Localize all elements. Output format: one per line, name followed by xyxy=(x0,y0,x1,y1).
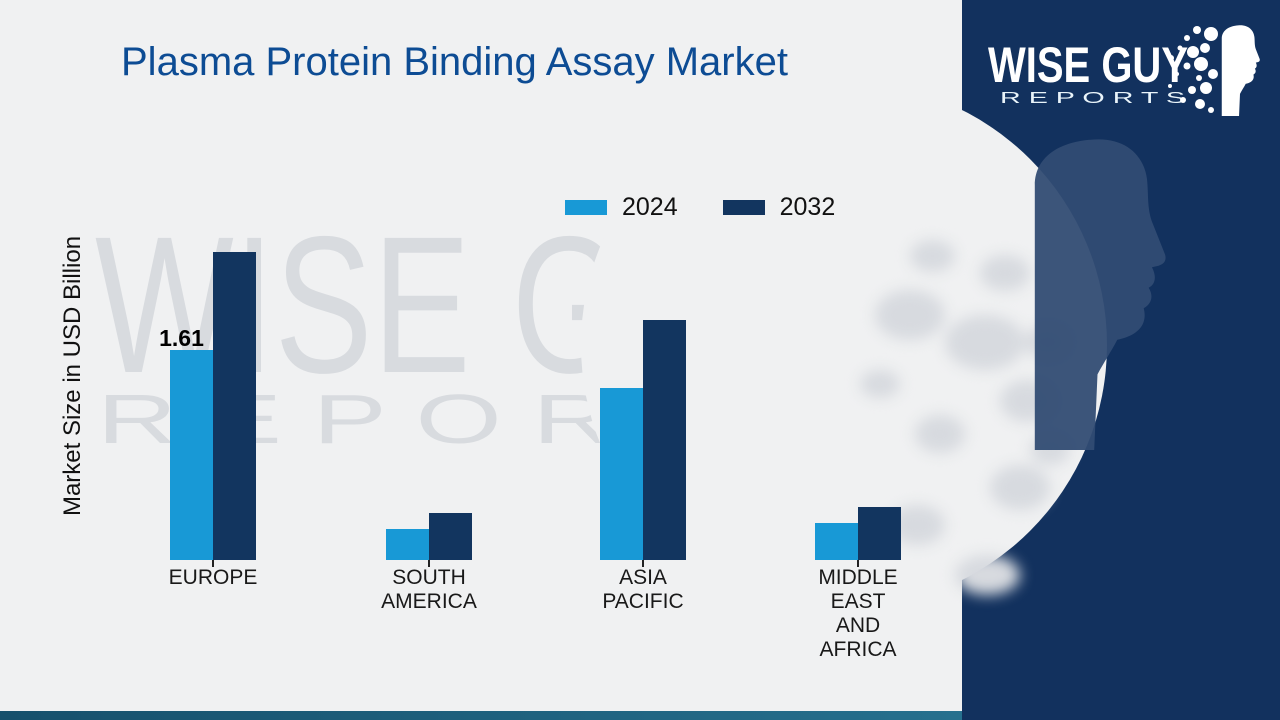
chart-title: Plasma Protein Binding Assay Market xyxy=(121,40,788,84)
decor-dot-blotches xyxy=(840,230,1120,650)
bar-middle-east-and-africa-2032 xyxy=(858,507,901,560)
logo-subtitle: R E P O R T S xyxy=(1000,90,1185,107)
bottom-accent-bar xyxy=(0,711,962,720)
wise-guy-logo: WISE GUY R E P O R T S xyxy=(988,25,1260,116)
bar-asia-pacific-2024 xyxy=(600,388,643,560)
logo-wordmark: WISE GUY xyxy=(988,37,1188,93)
category-label-south-america: SOUTH AMERICA xyxy=(381,566,477,613)
bar-value-label-europe-2024: 1.61 xyxy=(159,325,204,351)
category-label-europe: EUROPE xyxy=(168,566,258,589)
category-label-asia-pacific: ASIA PACIFIC xyxy=(602,566,684,613)
legend-label-2024: 2024 xyxy=(622,192,678,221)
legend-label-2032: 2032 xyxy=(779,192,836,221)
x-axis-tick xyxy=(428,560,430,567)
legend-swatch-2032 xyxy=(722,199,765,215)
bar-middle-east-and-africa-2024 xyxy=(815,523,858,560)
x-axis-tick xyxy=(212,560,214,567)
legend-swatch-2024 xyxy=(565,199,607,215)
bar-south-america-2024 xyxy=(386,529,429,560)
brain-face-silhouette xyxy=(1034,139,1166,450)
x-axis-tick xyxy=(642,560,644,567)
x-axis-tick xyxy=(857,560,859,567)
legend: 2024 2032 xyxy=(565,193,835,221)
logo-face-icon xyxy=(1168,25,1260,116)
category-label-middle-east-and-africa: MIDDLE EAST AND AFRICA xyxy=(818,566,898,661)
bar-south-america-2032 xyxy=(429,513,472,560)
bar-europe-2024 xyxy=(170,350,213,560)
bar-asia-pacific-2032 xyxy=(643,320,686,560)
bar-europe-2032 xyxy=(213,252,256,560)
